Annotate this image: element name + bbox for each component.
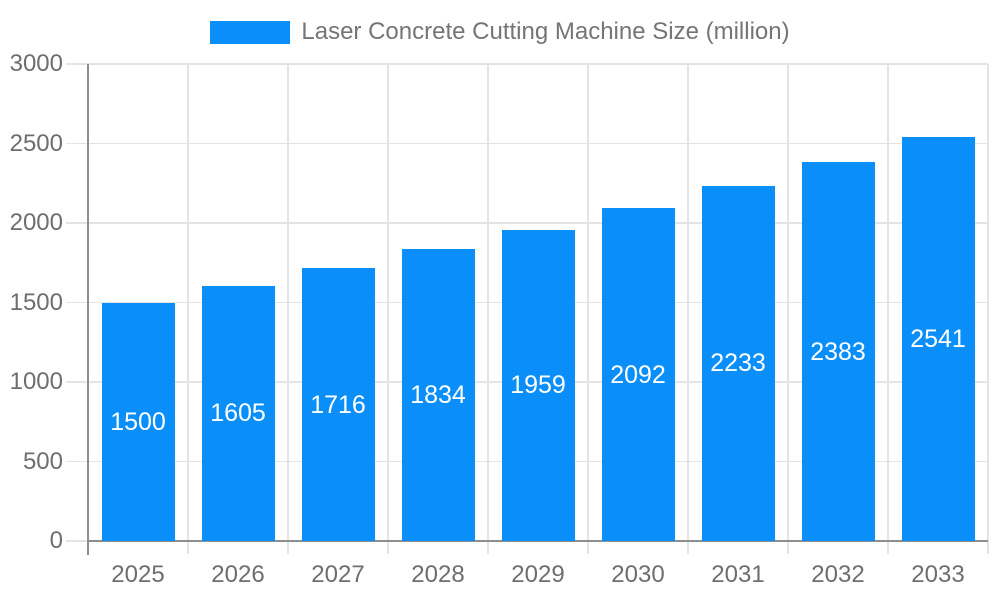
- bar-value-label: 1716: [310, 390, 366, 419]
- x-axis-tick: [287, 541, 289, 554]
- x-axis-line: [88, 540, 988, 542]
- bar[interactable]: 2233: [701, 185, 775, 541]
- y-axis-tick: [66, 381, 88, 383]
- legend-swatch-icon: [210, 20, 291, 44]
- legend-label: Laser Concrete Cutting Machine Size (mil…: [301, 18, 790, 45]
- gridline-vertical: [787, 64, 789, 541]
- y-axis-tick: [66, 301, 88, 304]
- x-axis-tick-label: 2032: [811, 561, 865, 588]
- y-axis-tick: [66, 222, 88, 224]
- x-axis-tick-label: 2030: [611, 561, 665, 588]
- gridline-vertical: [587, 64, 589, 541]
- y-axis-tick-label: 500: [22, 447, 63, 475]
- x-axis-tick-label: 2028: [411, 561, 465, 588]
- x-axis-tick-label: 2031: [711, 561, 765, 588]
- gridline-vertical: [287, 64, 289, 541]
- y-axis-tick: [66, 63, 88, 65]
- x-axis-tick-label: 2027: [311, 561, 365, 588]
- gridline-vertical: [687, 64, 689, 541]
- x-axis-tick-label: 2025: [111, 561, 165, 588]
- x-axis-tick: [787, 541, 789, 554]
- y-axis-tick-label: 2000: [9, 209, 63, 236]
- x-axis-tick: [487, 541, 489, 554]
- plot-area: 0 500 1000 1500 2000 2500 3000 1500 1605 1716 1834…: [10, 51, 989, 588]
- x-axis-tick: [587, 541, 589, 554]
- y-axis-tick-label: 2500: [9, 129, 63, 157]
- gridline-vertical: [387, 64, 389, 541]
- y-axis-tick-label: 3000: [9, 50, 63, 77]
- y-axis-tick: [66, 142, 88, 145]
- bar-value-label: 1834: [410, 381, 466, 410]
- bar[interactable]: 2092: [601, 208, 675, 541]
- y-axis-tick-label: 1000: [9, 368, 63, 395]
- y-axis-tick: [66, 540, 88, 542]
- x-axis-tick: [187, 541, 189, 554]
- gridline-vertical: [487, 64, 489, 541]
- bar[interactable]: 1959: [501, 229, 575, 541]
- bar[interactable]: 1500: [101, 302, 175, 541]
- bar-value-label: 2092: [610, 360, 666, 389]
- y-axis-tick: [66, 460, 88, 463]
- x-axis-tick: [887, 541, 889, 554]
- x-axis-tick-label: 2029: [511, 561, 565, 588]
- y-axis-tick-label: 1500: [9, 288, 63, 316]
- gridline-horizontal: [88, 142, 988, 145]
- legend[interactable]: Laser Concrete Cutting Machine Size (mil…: [0, 19, 1000, 45]
- y-axis-tick-label: 0: [49, 527, 63, 554]
- y-axis-line: [87, 64, 89, 555]
- gridline-horizontal: [88, 222, 988, 224]
- x-axis-tick-label: 2033: [911, 561, 965, 588]
- gridline-vertical: [187, 64, 189, 541]
- bar[interactable]: 1834: [401, 249, 475, 541]
- gridline-horizontal: [88, 63, 988, 65]
- bar-value-label: 1959: [510, 371, 566, 400]
- x-axis-tick: [387, 541, 389, 554]
- bar-value-label: 1605: [210, 399, 266, 428]
- x-axis-tick: [987, 541, 989, 554]
- x-axis-tick: [687, 541, 689, 554]
- bar-value-label: 2383: [810, 337, 866, 366]
- bar-value-label: 2541: [910, 324, 966, 353]
- x-axis-tick-label: 2026: [211, 561, 265, 588]
- bar[interactable]: 2541: [901, 136, 975, 541]
- bar[interactable]: 2383: [801, 162, 875, 541]
- bar-value-label: 1500: [110, 407, 166, 436]
- gridline-vertical: [887, 64, 889, 541]
- bar[interactable]: 1716: [301, 268, 375, 541]
- gridline-vertical: [987, 64, 989, 541]
- bar-value-label: 2233: [710, 349, 766, 378]
- bar[interactable]: 1605: [201, 285, 275, 541]
